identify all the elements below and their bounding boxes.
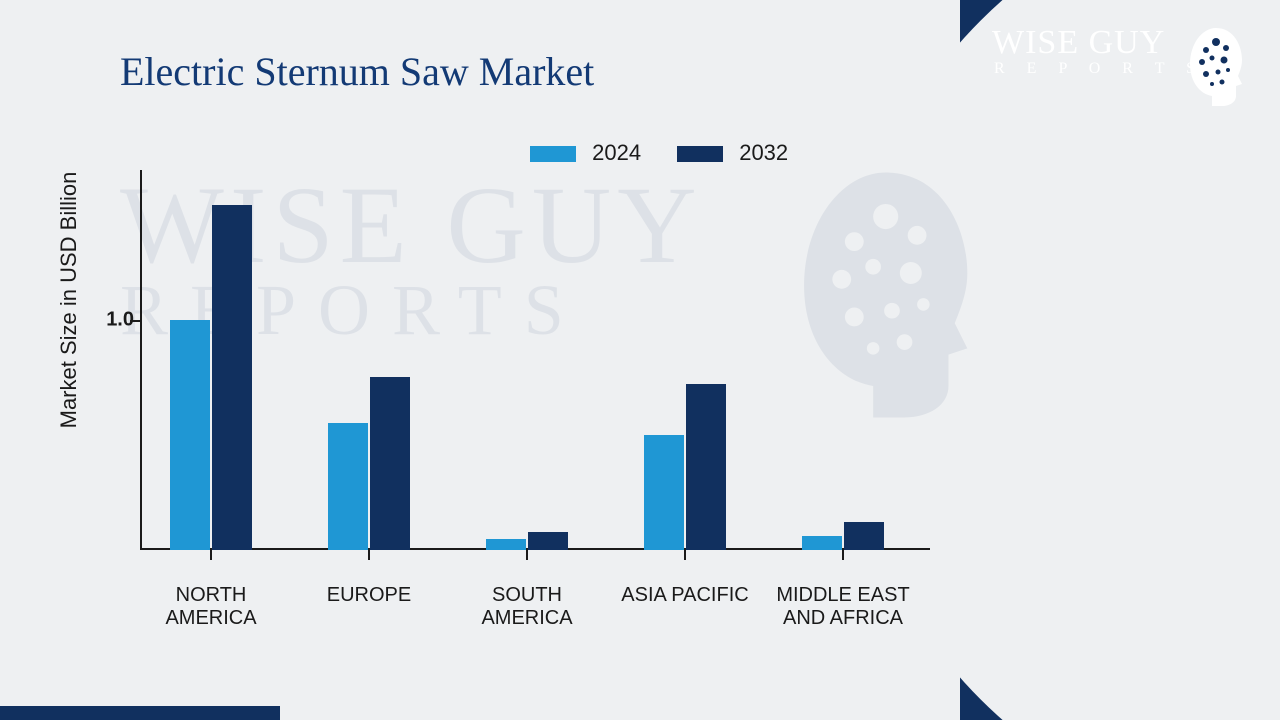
category-label: NORTH AMERICA (141, 584, 281, 630)
bar-chart: Market Size in USD Billion 2024 2032 1.0… (50, 140, 950, 700)
x-tick (684, 550, 686, 560)
bar-2032 (370, 377, 410, 550)
x-tick (368, 550, 370, 560)
bar-2024 (328, 423, 368, 550)
x-tick (210, 550, 212, 560)
legend-label-2024: 2024 (592, 140, 641, 165)
y-tick-label: 1.0 (106, 308, 134, 331)
category-label: MIDDLE EAST AND AFRICA (773, 584, 913, 630)
category-label: ASIA PACIFIC (615, 584, 755, 607)
bar-2024 (486, 539, 526, 551)
brand-head-icon (1176, 24, 1246, 110)
bar-2024 (644, 435, 684, 550)
x-tick (526, 550, 528, 560)
bar-2024 (170, 320, 210, 550)
brand-logo: WISE GUY R E P O R T S (992, 24, 1242, 114)
legend-label-2032: 2032 (739, 140, 788, 165)
bar-2032 (528, 532, 568, 550)
category-label: EUROPE (299, 584, 439, 607)
y-axis (140, 170, 142, 550)
legend-item-2024: 2024 (530, 140, 641, 166)
legend-item-2032: 2032 (677, 140, 788, 166)
plot-area: 1.0NORTH AMERICAEUROPESOUTH AMERICAASIA … (140, 170, 930, 550)
legend: 2024 2032 (530, 140, 788, 166)
legend-swatch-2032 (677, 146, 723, 162)
bar-2032 (212, 205, 252, 550)
legend-swatch-2024 (530, 146, 576, 162)
bar-2032 (686, 384, 726, 550)
bar-2032 (844, 522, 884, 550)
x-tick (842, 550, 844, 560)
chart-title: Electric Sternum Saw Market (120, 48, 594, 95)
category-label: SOUTH AMERICA (457, 584, 597, 630)
bar-2024 (802, 536, 842, 550)
footer-accent-bar (0, 706, 280, 720)
